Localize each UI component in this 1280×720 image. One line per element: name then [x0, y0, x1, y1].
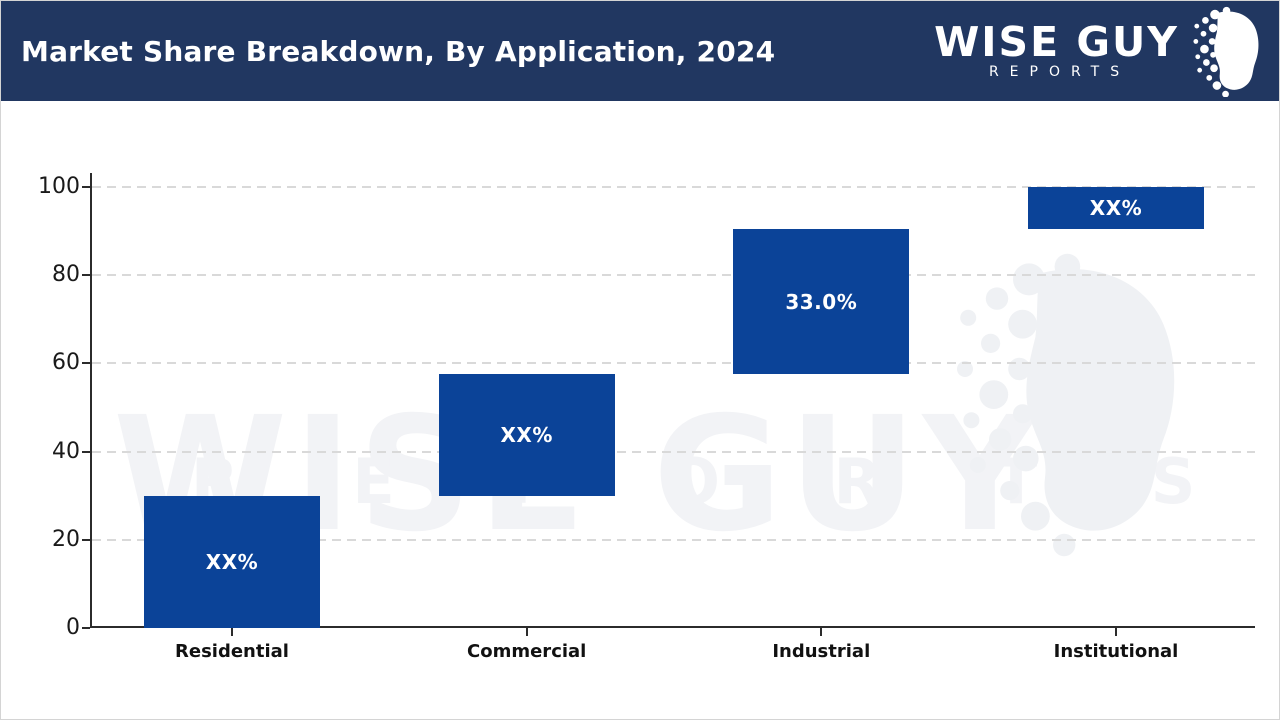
y-axis-tick-label: 0	[66, 615, 80, 640]
dotted-face-profile-icon	[1193, 6, 1259, 97]
y-axis-tick-label: 40	[52, 438, 80, 464]
header-bar: Market Share Breakdown, By Application, …	[1, 1, 1279, 101]
x-axis-tick-mark	[820, 628, 823, 636]
bar-residential: XX%	[144, 495, 320, 628]
watermark-face-icon	[957, 253, 1175, 557]
bar-commercial: XX%	[438, 374, 615, 496]
bar-value-label: XX%	[205, 549, 259, 574]
bar-value-label: 33.0%	[785, 289, 858, 314]
y-axis-tick-mark	[82, 627, 90, 629]
category-label-residential: Residential	[175, 641, 289, 662]
y-axis-tick-label: 60	[52, 350, 80, 376]
y-axis-tick-mark	[82, 362, 90, 365]
gridline-y-60	[92, 362, 1255, 365]
bar-institutional: XX%	[1028, 187, 1204, 229]
brand-name: WISE GUY	[934, 17, 1179, 66]
gridline-y-100	[92, 186, 1255, 189]
chart-canvas: WISE GUY R E P O R T S 0 20 40 60 80 100 XX% Re…	[1, 101, 1279, 719]
brand-subname: REPORTS	[988, 63, 1131, 80]
category-label-commercial: Commercial	[467, 641, 587, 662]
y-axis-tick-label: 100	[38, 174, 80, 200]
y-axis-tick-mark	[82, 450, 90, 453]
bar-industrial: 33.0%	[733, 228, 910, 375]
bar-value-label: XX%	[1089, 196, 1143, 221]
brand-logo: WISE GUY REPORTS	[934, 5, 1263, 97]
y-axis-tick-mark	[82, 274, 90, 277]
bar-value-label: XX%	[500, 423, 553, 448]
category-label-institutional: Institutional	[1053, 641, 1179, 662]
gridline-y-20	[92, 538, 1255, 541]
plot-area: 0 20 40 60 80 100 XX% Residential XX% Commercial 3…	[38, 173, 1255, 662]
x-axis-tick-mark	[231, 628, 233, 636]
brand-logo-text: WISE GUY REPORTS	[934, 17, 1179, 80]
y-axis-tick-mark	[82, 186, 90, 189]
x-axis-tick-mark	[1115, 628, 1117, 636]
x-axis-tick-mark	[525, 628, 528, 636]
y-axis-tick-label: 80	[52, 262, 80, 288]
y-axis-tick-label: 20	[52, 526, 80, 552]
y-axis-tick-mark	[82, 538, 90, 541]
category-label-industrial: Industrial	[772, 641, 871, 662]
page-title: Market Share Breakdown, By Application, …	[21, 34, 776, 68]
gridline-y-80	[92, 274, 1255, 277]
gridline-y-40	[92, 450, 1255, 453]
